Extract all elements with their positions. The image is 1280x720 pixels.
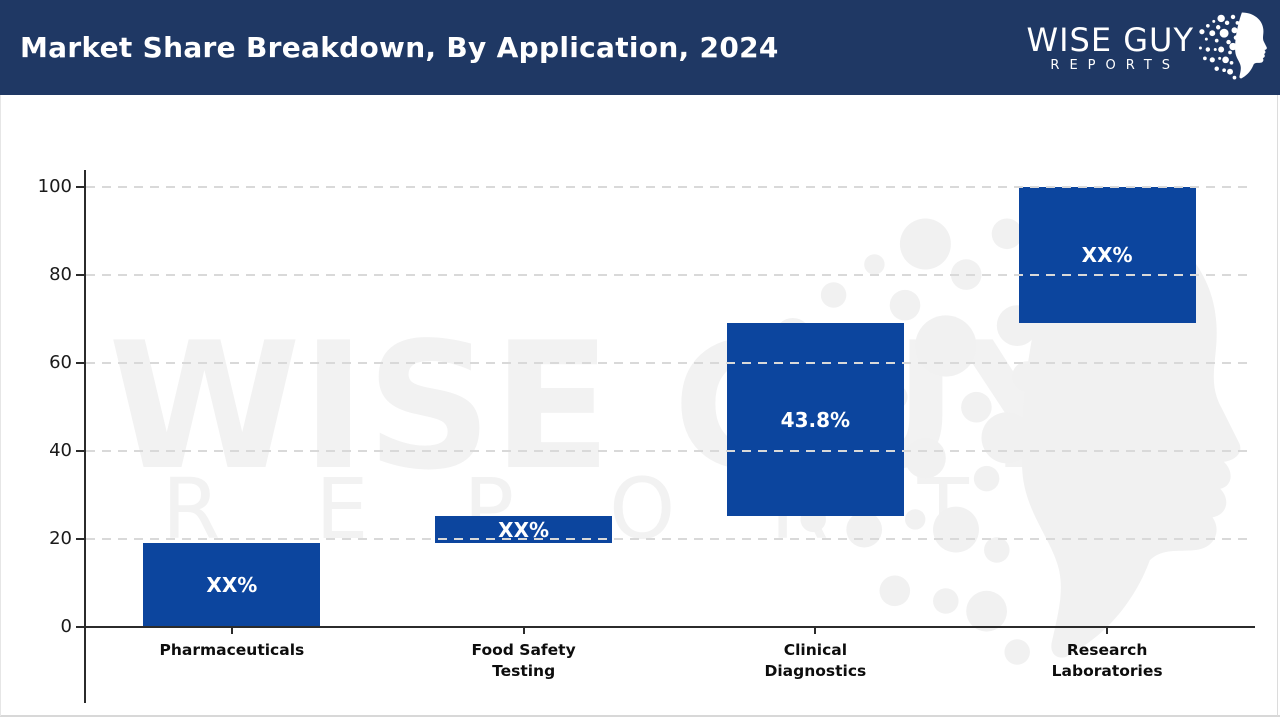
header-bar: Market Share Breakdown, By Application, … [0, 0, 1280, 95]
x-category-label: Research Laboratories [1051, 641, 1163, 680]
bar-segment: 43.8% [726, 323, 904, 517]
bar-value-label: XX% [206, 573, 258, 598]
y-tick-60 [76, 362, 84, 364]
y-tick-40 [76, 450, 84, 452]
gridline-80 [86, 274, 1253, 276]
brand-name: WISE GUY [1026, 20, 1194, 59]
x-category-label: Clinical Diagnostics [764, 641, 867, 680]
y-tick-100 [76, 186, 84, 188]
bar-value-label: XX% [498, 517, 550, 542]
y-tick-label-40: 40 [49, 440, 72, 461]
y-tick-20 [76, 538, 84, 540]
gridline-60 [86, 362, 1253, 364]
brand-logo: WISE GUY REPORTS [1026, 7, 1270, 89]
bar-segment: XX% [1018, 187, 1196, 324]
x-category-label: Food Safety Testing [471, 641, 576, 680]
y-tick-80 [76, 274, 84, 276]
x-tick-3 [1106, 627, 1109, 634]
y-tick-0 [76, 626, 84, 628]
x-tick-0 [230, 627, 233, 634]
y-tick-label-80: 80 [49, 264, 72, 285]
wiseguy-head-icon [1196, 7, 1270, 89]
y-tick-label-100: 100 [37, 176, 72, 197]
y-axis-line [84, 170, 86, 703]
y-tick-label-0: 0 [60, 616, 72, 637]
right-divider [1277, 95, 1278, 716]
x-category-label: Pharmaceuticals [159, 641, 305, 659]
left-divider [0, 95, 1, 716]
y-tick-label-20: 20 [49, 528, 72, 549]
gridline-20 [86, 538, 1253, 540]
brand-subtitle: REPORTS [1050, 57, 1181, 73]
bar-value-label: 43.8% [780, 407, 851, 432]
x-tick-2 [814, 627, 817, 634]
gridline-40 [86, 450, 1253, 452]
y-tick-label-60: 60 [49, 352, 72, 373]
gridline-100 [86, 186, 1253, 188]
x-axis-line [84, 626, 1255, 628]
bar-value-label: XX% [1081, 243, 1133, 268]
page-title: Market Share Breakdown, By Application, … [20, 31, 779, 64]
brand-text: WISE GUY REPORTS [1026, 23, 1194, 73]
x-tick-1 [522, 627, 525, 634]
bottom-divider [0, 715, 1280, 717]
bar-segment: XX% [143, 543, 321, 627]
chart-area: WISE GUY REPORTS 0 20 40 60 80 100 XX% Pharmace… [0, 95, 1280, 720]
